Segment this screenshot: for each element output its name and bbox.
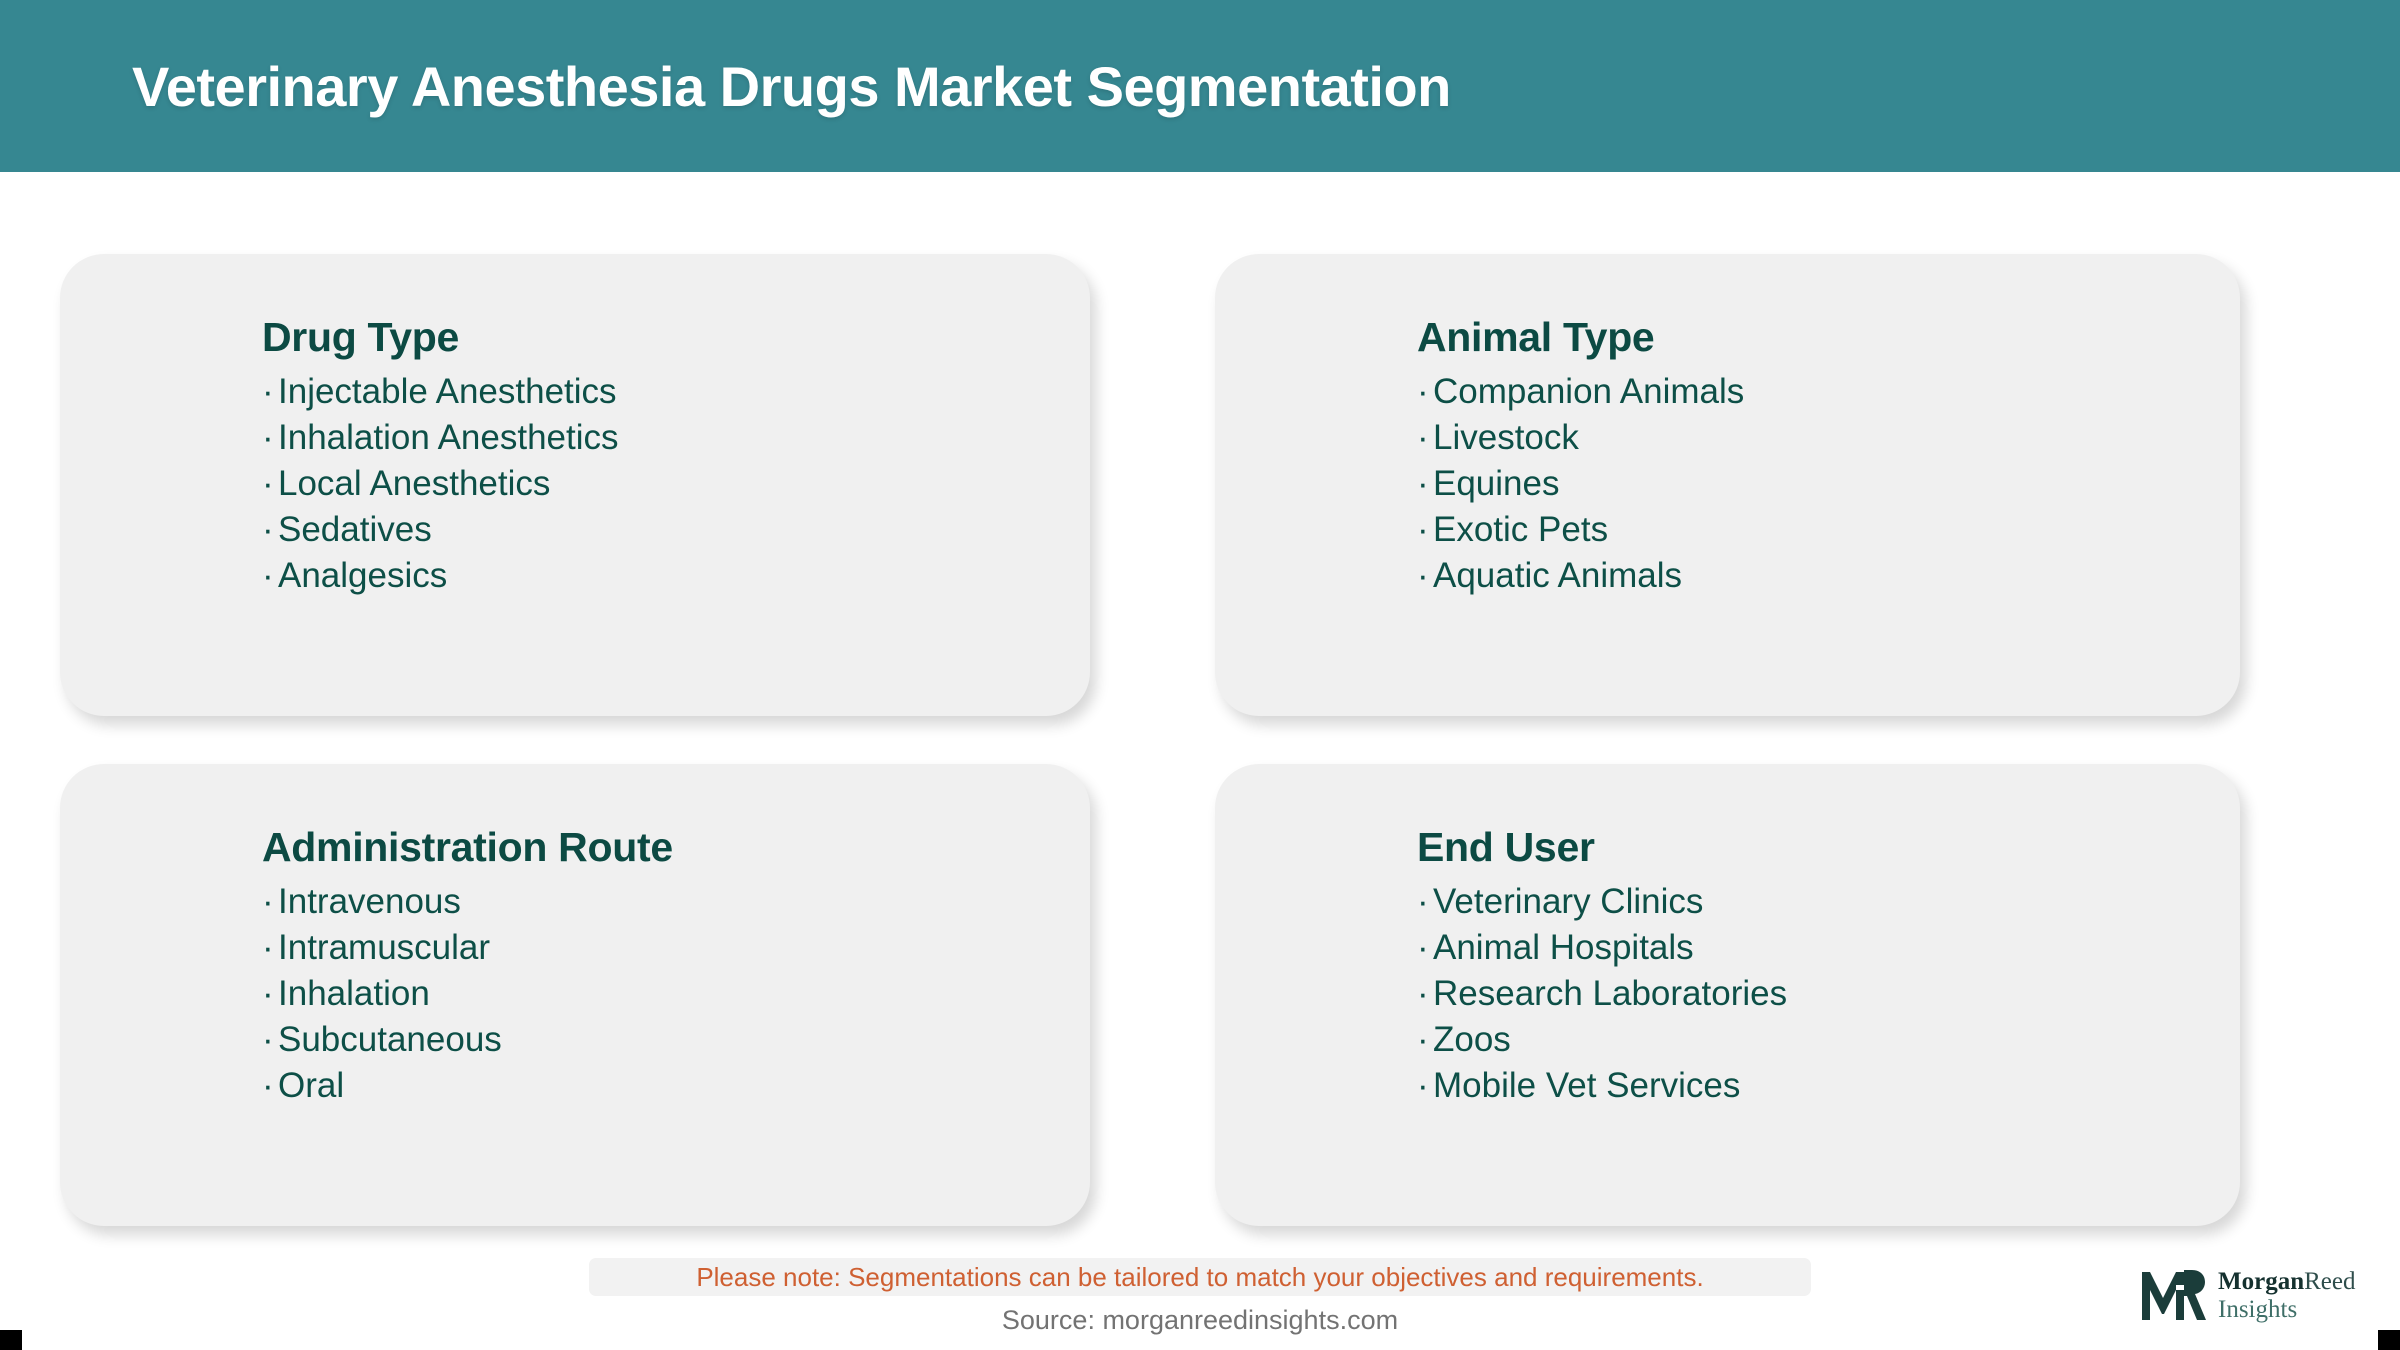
- list-item: · Intramuscular: [262, 925, 1060, 971]
- corner-artifact: [2378, 1330, 2400, 1350]
- segmentation-item-list: · Injectable Anesthetics · Inhalation Anes…: [262, 369, 1060, 599]
- list-item-label: Companion Animals: [1433, 372, 1745, 412]
- list-item-label: Analgesics: [278, 556, 448, 596]
- segmentation-card-content: Drug Type · Injectable Anesthetics · Inhal…: [60, 314, 1090, 599]
- note-text: Please note: Segmentations can be tailor…: [696, 1261, 1704, 1292]
- list-item-label: Intramuscular: [278, 928, 491, 968]
- list-item: · Intravenous: [262, 879, 1060, 925]
- mr-monogram-icon: [2142, 1270, 2206, 1320]
- bullet-icon: ·: [1417, 372, 1429, 412]
- bullet-icon: ·: [1417, 510, 1429, 550]
- list-item: · Analgesics: [262, 553, 1060, 599]
- list-item-label: Zoos: [1433, 1020, 1511, 1060]
- list-item-label: Local Anesthetics: [278, 464, 551, 504]
- list-item: · Inhalation: [262, 971, 1060, 1017]
- list-item-label: Injectable Anesthetics: [278, 372, 617, 412]
- logo-name-line: MorganReed: [2218, 1269, 2355, 1294]
- list-item-label: Intravenous: [278, 882, 461, 922]
- segmentation-card: End User · Veterinary Clinics · Animal Hos…: [1215, 764, 2240, 1226]
- bullet-icon: ·: [262, 464, 274, 504]
- list-item-label: Exotic Pets: [1433, 510, 1609, 550]
- list-item-label: Animal Hospitals: [1433, 928, 1694, 968]
- segmentation-item-list: · Intravenous · Intramuscular · Inhalation …: [262, 879, 1060, 1109]
- list-item-label: Sedatives: [278, 510, 432, 550]
- bullet-icon: ·: [262, 882, 274, 922]
- list-item-label: Oral: [278, 1066, 345, 1106]
- list-item-label: Equines: [1433, 464, 1560, 504]
- logo-wordmark: MorganReed Insights: [2218, 1269, 2355, 1322]
- list-item: · Exotic Pets: [1417, 507, 2210, 553]
- list-item: · Equines: [1417, 461, 2210, 507]
- segmentation-card-title: Administration Route: [262, 824, 673, 870]
- list-item: · Local Anesthetics: [262, 461, 1060, 507]
- segmentation-card: Administration Route · Intravenous · Intra…: [60, 764, 1090, 1226]
- segmentation-card-content: End User · Veterinary Clinics · Animal Hos…: [1215, 824, 2240, 1109]
- segmentation-card-content: Animal Type · Companion Animals · Livestoc…: [1215, 314, 2240, 599]
- list-item-label: Inhalation Anesthetics: [278, 418, 619, 458]
- bullet-icon: ·: [1417, 974, 1429, 1014]
- segmentation-card: Drug Type · Injectable Anesthetics · Inhal…: [60, 254, 1090, 716]
- logo-name-tertiary: Insights: [2218, 1295, 2298, 1323]
- logo-name-secondary: Reed: [2304, 1267, 2356, 1295]
- list-item: · Animal Hospitals: [1417, 925, 2210, 971]
- list-item-label: Mobile Vet Services: [1433, 1066, 1741, 1106]
- list-item: · Mobile Vet Services: [1417, 1063, 2210, 1109]
- segmentation-card-title: End User: [1417, 824, 1595, 870]
- segmentation-card-content: Administration Route · Intravenous · Intra…: [60, 824, 1090, 1109]
- list-item: · Research Laboratories: [1417, 971, 2210, 1017]
- list-item-label: Subcutaneous: [278, 1020, 502, 1060]
- corner-artifact: [0, 1330, 22, 1350]
- bullet-icon: ·: [1417, 556, 1429, 596]
- bullet-icon: ·: [1417, 882, 1429, 922]
- bullet-icon: ·: [1417, 464, 1429, 504]
- segmentation-card-title: Drug Type: [262, 314, 459, 360]
- bullet-icon: ·: [1417, 1066, 1429, 1106]
- list-item: · Subcutaneous: [262, 1017, 1060, 1063]
- list-item-label: Aquatic Animals: [1433, 556, 1683, 596]
- segmentation-card: Animal Type · Companion Animals · Livestoc…: [1215, 254, 2240, 716]
- list-item-label: Livestock: [1433, 418, 1579, 458]
- list-item: · Zoos: [1417, 1017, 2210, 1063]
- bullet-icon: ·: [262, 418, 274, 458]
- bullet-icon: ·: [262, 510, 274, 550]
- list-item-label: Research Laboratories: [1433, 974, 1788, 1014]
- bullet-icon: ·: [1417, 1020, 1429, 1060]
- segmentation-card-title: Animal Type: [1417, 314, 1655, 360]
- list-item: · Livestock: [1417, 415, 2210, 461]
- bullet-icon: ·: [262, 974, 274, 1014]
- bullet-icon: ·: [262, 928, 274, 968]
- list-item-label: Veterinary Clinics: [1433, 882, 1704, 922]
- list-item: · Injectable Anesthetics: [262, 369, 1060, 415]
- header-banner: Veterinary Anesthesia Drugs Market Segme…: [0, 0, 2400, 172]
- segmentation-item-list: · Companion Animals · Livestock · Equines ·…: [1417, 369, 2210, 599]
- bullet-icon: ·: [1417, 418, 1429, 458]
- list-item: · Sedatives: [262, 507, 1060, 553]
- list-item-label: Inhalation: [278, 974, 430, 1014]
- list-item: · Veterinary Clinics: [1417, 879, 2210, 925]
- source-attribution: Source: morganreedinsights.com: [1001, 1305, 1399, 1335]
- bullet-icon: ·: [262, 556, 274, 596]
- note-banner: Please note: Segmentations can be tailor…: [589, 1258, 1811, 1296]
- list-item: · Inhalation Anesthetics: [262, 415, 1060, 461]
- list-item: · Aquatic Animals: [1417, 553, 2210, 599]
- list-item: · Companion Animals: [1417, 369, 2210, 415]
- bullet-icon: ·: [262, 1066, 274, 1106]
- bullet-icon: ·: [262, 1020, 274, 1060]
- segmentation-item-list: · Veterinary Clinics · Animal Hospitals · R…: [1417, 879, 2210, 1109]
- segmentation-card-grid: Drug Type · Injectable Anesthetics · Inhal…: [0, 172, 2400, 1242]
- bullet-icon: ·: [1417, 928, 1429, 968]
- list-item: · Oral: [262, 1063, 1060, 1109]
- page-title: Veterinary Anesthesia Drugs Market Segme…: [132, 54, 1451, 118]
- logo-name-primary: Morgan: [2218, 1267, 2305, 1295]
- bullet-icon: ·: [262, 372, 274, 412]
- brand-logo: MorganReed Insights: [2140, 1268, 2355, 1322]
